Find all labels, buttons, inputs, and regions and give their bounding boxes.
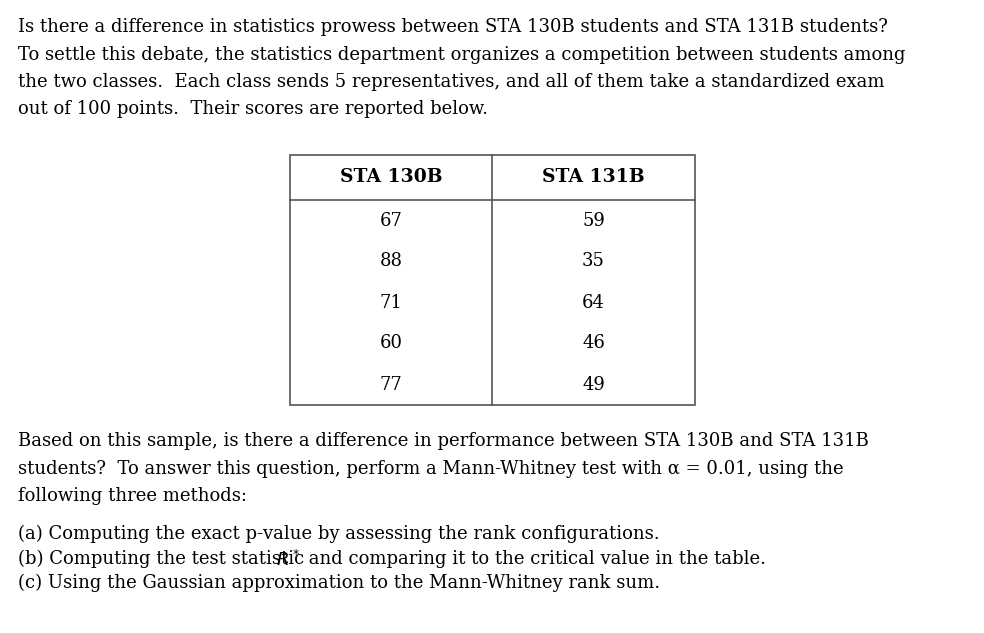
Text: following three methods:: following three methods:	[18, 487, 247, 505]
Text: students?  To answer this question, perform a Mann-Whitney test with α = 0.01, u: students? To answer this question, perfo…	[18, 460, 843, 477]
Text: 60: 60	[380, 334, 402, 353]
Text: 67: 67	[380, 211, 402, 230]
Text: 71: 71	[380, 294, 402, 311]
Text: 59: 59	[583, 211, 605, 230]
Text: and comparing it to the critical value in the table.: and comparing it to the critical value i…	[303, 549, 766, 568]
Text: 77: 77	[380, 375, 402, 394]
Text: 35: 35	[583, 253, 605, 270]
Text: 64: 64	[583, 294, 605, 311]
Text: (c) Using the Gaussian approximation to the Mann-Whitney rank sum.: (c) Using the Gaussian approximation to …	[18, 574, 660, 592]
Text: STA 130B: STA 130B	[339, 168, 442, 187]
Text: Is there a difference in statistics prowess between STA 130B students and STA 13: Is there a difference in statistics prow…	[18, 18, 888, 36]
Text: the two classes.  Each class sends 5 representatives, and all of them take a sta: the two classes. Each class sends 5 repr…	[18, 73, 885, 91]
Text: 88: 88	[380, 253, 402, 270]
Text: 49: 49	[583, 375, 605, 394]
Text: (b) Computing the test statistic: (b) Computing the test statistic	[18, 549, 310, 568]
Text: 46: 46	[583, 334, 605, 353]
Text: $R^*$: $R^*$	[276, 549, 300, 570]
Text: out of 100 points.  Their scores are reported below.: out of 100 points. Their scores are repo…	[18, 101, 488, 118]
Text: (a) Computing the exact p-value by assessing the rank configurations.: (a) Computing the exact p-value by asses…	[18, 525, 659, 543]
Bar	[290, 155, 695, 405]
Text: Based on this sample, is there a difference in performance between STA 130B and : Based on this sample, is there a differe…	[18, 432, 869, 450]
Text: STA 131B: STA 131B	[542, 168, 645, 187]
Text: To settle this debate, the statistics department organizes a competition between: To settle this debate, the statistics de…	[18, 46, 905, 63]
